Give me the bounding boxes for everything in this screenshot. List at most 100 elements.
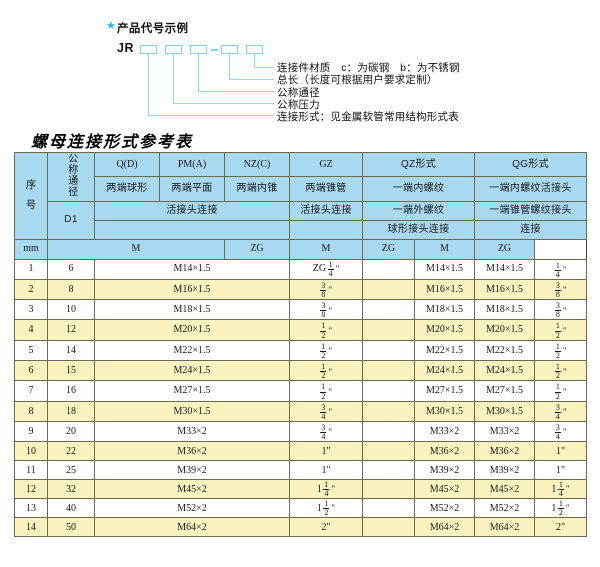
cell-gz: 3 4 "	[289, 420, 363, 443]
cell-m-thread: M20×1.5	[94, 319, 290, 341]
header-row-connect: D1 活接头连接 活接头连接 一端外螺纹 一端锥管螺纹接头	[15, 200, 588, 240]
code-box-2	[165, 45, 182, 54]
cell-gz: 1 2 "	[289, 339, 363, 362]
cell-qg-zg: 1 2 "	[533, 319, 588, 341]
cell-gz: 1 1 2 "	[289, 498, 363, 519]
th-group-qg: QG形式	[473, 151, 588, 178]
table-row: 13 40 M52×2 1 1 2 " M52×2 M52×2 1 1 2 "	[14, 498, 588, 519]
th-unit-mm: mm	[14, 238, 48, 260]
cell-m-thread: M30×1.5	[94, 400, 290, 423]
table-body: 1 6 M14×1.5 ZG 1 4 " M14×1.5 M14×1.5 1 4 " 2 8 M16×1.5…	[14, 258, 588, 538]
code-box-4	[221, 45, 238, 54]
cell-gz: 1 2 "	[289, 360, 363, 382]
cell-qg-zg: 1"	[533, 460, 588, 481]
cell-qg-zg: 3 8 "	[533, 278, 588, 301]
cell-qz-d: M52×2	[414, 498, 475, 519]
th-group-pma: PM(A)	[159, 151, 225, 178]
th-desc-gz: 两端锥管	[289, 176, 363, 202]
cell-gz: 2"	[289, 517, 363, 538]
leader-h-2	[173, 103, 274, 105]
diagram-label-pressure: 公称压力	[277, 99, 320, 111]
code-box-5	[246, 45, 263, 54]
cell-no: 12	[14, 479, 48, 500]
table-row: 9 20 M33×2 3 4 " M33×2 M33×2 3 4 "	[14, 420, 588, 443]
table-title: 螺母连接形式参考表	[31, 134, 194, 151]
code-box-3	[190, 45, 207, 54]
leader-h-3	[198, 91, 274, 93]
table-row: 7 16 M27×1.5 1 2 " M27×1.5 M27×1.5 1 2 "	[14, 380, 588, 402]
table-row: 6 15 M24×1.5 1 2 " M24×1.5 M24×1.5 1 2 "	[14, 360, 588, 382]
th-unit-qz-d: ZG	[362, 238, 415, 260]
th-group-gz: GZ	[289, 151, 363, 178]
cell-qz-m	[362, 319, 415, 341]
cell-qz-d: M24×1.5	[414, 360, 475, 382]
product-code-diagram: ★ 产品代号示例 JR 连接件材质 c：为碳钢 b：为不锈钢 总长（长度可根据用…	[0, 0, 600, 128]
th-unit-qg-m: M	[414, 238, 475, 260]
cell-qz-m	[362, 517, 415, 538]
th-bore-d1: D1	[47, 200, 95, 240]
th-group-qd: Q(D)	[94, 151, 160, 178]
cell-qg-zg: 3 4 "	[533, 400, 588, 423]
th-unit-qg-zg: ZG	[474, 238, 535, 260]
cell-no: 11	[14, 460, 48, 481]
cell-qg-zg: 1"	[533, 441, 588, 462]
cell-gz: 3 8 "	[289, 299, 363, 321]
table-row: 10 22 M36×2 1" M36×2 M36×2 1"	[14, 441, 588, 462]
cell-qz-m	[362, 400, 415, 423]
cell-d1: 18	[47, 400, 95, 423]
th-unit-qz-m: M	[289, 238, 363, 260]
table-row: 2 8 M16×1.5 3 8 " M16×1.5 M16×1.5 3 8 "	[14, 278, 588, 301]
table-row: 14 50 M64×2 2" M64×2 M64×2 2"	[14, 517, 588, 538]
cell-qz-d: M64×2	[414, 517, 475, 538]
star-bullet-icon: ★	[106, 20, 116, 32]
cell-no: 3	[14, 299, 48, 321]
cell-d1: 16	[47, 380, 95, 402]
cell-d1: 14	[47, 339, 95, 362]
th-unit-m: M	[47, 238, 225, 260]
leader-v-1	[148, 54, 150, 116]
cell-m-thread: M52×2	[94, 498, 290, 519]
cell-qg-m: M64×2	[474, 517, 535, 538]
diagram-label-material: 连接件材质 c：为碳钢 b：为不锈钢	[277, 62, 460, 74]
cell-qz-m	[362, 420, 415, 443]
cell-qg-m: M18×1.5	[474, 299, 535, 321]
cell-d1: 15	[47, 360, 95, 382]
th-desc2-qz: 一端外螺纹	[362, 200, 475, 221]
cell-qg-zg: 3 8 "	[533, 299, 588, 321]
cell-m-thread: M39×2	[94, 460, 290, 481]
th-desc-qz: 一端内螺纹	[362, 176, 475, 202]
diagram-label-length: 总长（长度可根据用户要求定制）	[277, 74, 438, 86]
cell-d1: 20	[47, 420, 95, 443]
cell-qz-m	[362, 498, 415, 519]
leader-v-3	[198, 54, 200, 92]
code-dash	[211, 49, 218, 51]
cell-qz-m	[362, 299, 415, 321]
cell-qz-m	[362, 441, 415, 462]
cell-qg-zg: 1 1 2 "	[533, 498, 588, 519]
cell-no: 14	[14, 517, 48, 538]
th-group-nzc: NZ(C)	[224, 151, 290, 178]
cell-no: 1	[14, 258, 48, 280]
cell-qz-m	[362, 278, 415, 301]
cell-no: 5	[14, 339, 48, 362]
code-box-1	[140, 45, 157, 54]
cell-m-thread: M45×2	[94, 479, 290, 500]
spec-table-wrapper: 序 号 公称通径 Q(D) PM(A) NZ(C) GZ QZ形式 QG形式 两…	[14, 151, 588, 538]
cell-m-thread: M14×1.5	[94, 258, 290, 280]
table-row: 8 18 M30×1.5 3 4 " M30×1.5 M30×1.5 3 4 "	[14, 400, 588, 423]
cell-d1: 25	[47, 460, 95, 481]
cell-m-thread: M22×1.5	[94, 339, 290, 362]
cell-qg-zg: 1 4 "	[533, 258, 588, 280]
leader-v-5	[254, 54, 256, 68]
cell-m-thread: M18×1.5	[94, 299, 290, 321]
header-row-d1: 球形接头连接 连接	[15, 219, 588, 240]
cell-qg-m: M45×2	[474, 479, 535, 500]
th-desc2-qg: 一端锥管螺纹接头	[473, 200, 588, 221]
th-d1-blank-gz	[289, 219, 363, 240]
leader-v-4	[229, 54, 231, 80]
header-row-units: mm M ZG M ZG M ZG	[14, 238, 587, 260]
th-index-line1: 序	[25, 178, 37, 191]
cell-gz: ZG 1 4 "	[289, 258, 363, 280]
cell-d1: 40	[47, 498, 95, 519]
cell-qz-m	[362, 339, 415, 362]
